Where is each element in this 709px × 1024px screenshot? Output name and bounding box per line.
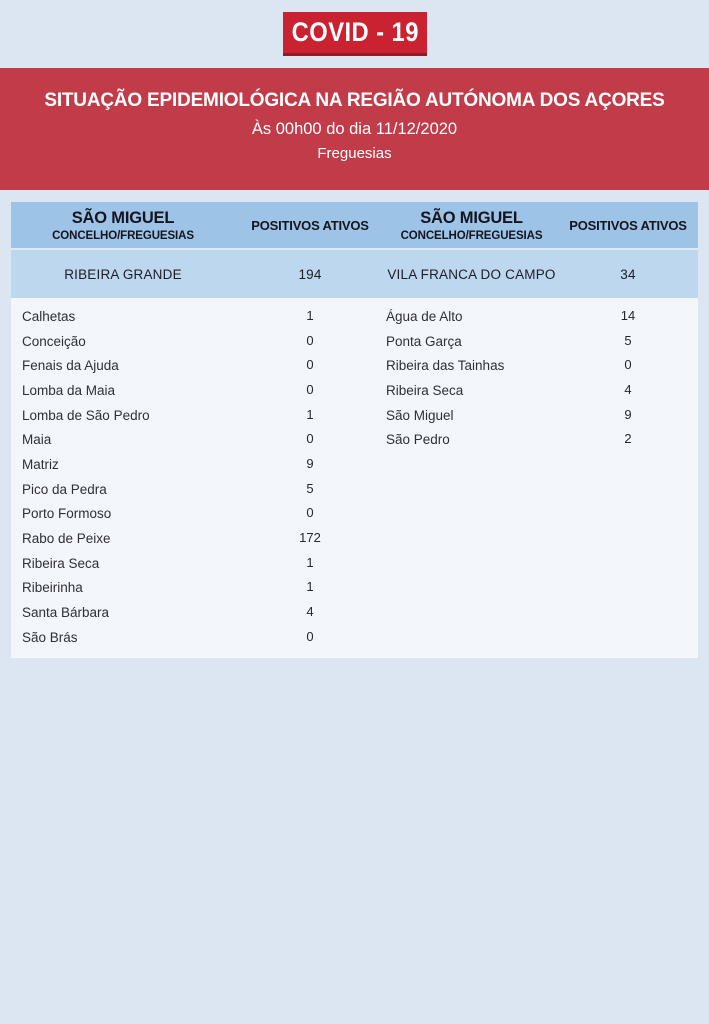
freguesia-name: Lomba de São Pedro: [22, 407, 150, 423]
table-body: Calhetas 1 Conceição 0 Fenais da Ajuda 0…: [11, 298, 698, 658]
freguesia-name: São Brás: [22, 629, 78, 645]
freguesia-value: 172: [299, 530, 321, 546]
table-row: Ribeira Seca 4: [385, 378, 698, 403]
freguesia-name: Ribeirinha: [22, 580, 83, 596]
freguesia-name: Santa Bárbara: [22, 605, 110, 621]
right-freguesias-list: Água de Alto 14 Ponta Garça 5 Ribeira da…: [385, 304, 698, 452]
freguesia-name: Ribeira das Tainhas: [386, 358, 505, 374]
freguesia-name: São Miguel: [386, 407, 454, 423]
table-row: Pico da Pedra 5: [11, 477, 385, 502]
table-row: Ribeirinha 1: [11, 576, 385, 601]
covid19-logo-text: COVID - 19: [291, 17, 419, 47]
freguesia-name: Ponta Garça: [386, 333, 462, 349]
freguesia-value: 2: [624, 431, 632, 447]
column-label: CONCELHO/FREGUESIAS: [400, 229, 543, 242]
left-freguesias-list: Calhetas 1 Conceição 0 Fenais da Ajuda 0…: [11, 304, 385, 650]
table-row: Matriz 9: [11, 452, 385, 477]
freguesia-name: Ribeira Seca: [386, 382, 464, 398]
header-right-island: SÃO MIGUEL CONCELHO/FREGUESIAS: [385, 209, 558, 242]
table-row: Conceição 0: [11, 329, 385, 354]
table-row: Calhetas 1: [11, 304, 385, 329]
table-row: Porto Formoso 0: [11, 502, 385, 527]
header-left-island: SÃO MIGUEL CONCELHO/FREGUESIAS: [11, 209, 235, 242]
table-row: Lomba de São Pedro 1: [11, 403, 385, 428]
header-right-positives: POSITIVOS ATIVOS: [569, 217, 687, 233]
freguesia-name: Fenais da Ajuda: [22, 358, 119, 374]
freguesia-value: 4: [306, 604, 314, 620]
table-row: São Pedro 2: [385, 427, 698, 452]
concelho-value: 34: [620, 266, 636, 282]
freguesia-value: 5: [306, 480, 314, 496]
freguesia-value: 1: [306, 579, 314, 595]
freguesia-name: São Pedro: [386, 432, 450, 448]
freguesia-name: Conceição: [22, 333, 86, 349]
table-row: Ponta Garça 5: [385, 329, 698, 354]
report-datetime: Às 00h00 do dia 11/12/2020: [251, 120, 458, 138]
table-row: São Brás 0: [11, 625, 385, 650]
freguesia-name: Rabo de Peixe: [22, 531, 111, 547]
freguesia-value: 0: [306, 505, 314, 521]
freguesia-value: 0: [624, 357, 632, 373]
concelho-name: VILA FRANCA DO CAMPO: [387, 266, 556, 282]
freguesia-value: 0: [306, 431, 314, 447]
table-row: Lomba da Maia 0: [11, 378, 385, 403]
freguesia-value: 1: [306, 554, 314, 570]
report-level: Freguesias: [317, 145, 392, 162]
table-header: SÃO MIGUEL CONCELHO/FREGUESIAS POSITIVOS…: [11, 202, 698, 250]
table-row: Rabo de Peixe 172: [11, 526, 385, 551]
freguesia-value: 5: [624, 332, 632, 348]
concelho-name: RIBEIRA GRANDE: [64, 266, 182, 282]
freguesia-name: Ribeira Seca: [22, 555, 100, 571]
freguesia-name: Porto Formoso: [22, 506, 112, 522]
freguesia-name: Matriz: [22, 456, 59, 472]
freguesia-value: 14: [620, 307, 636, 323]
freguesia-value: 0: [306, 332, 314, 348]
freguesia-value: 1: [306, 406, 314, 422]
table-row: Ribeira Seca 1: [11, 551, 385, 576]
header-left-positives: POSITIVOS ATIVOS: [251, 217, 369, 233]
freguesia-name: Maia: [22, 432, 52, 448]
freguesia-value: 9: [624, 406, 632, 422]
freguesia-value: 0: [306, 357, 314, 373]
freguesia-value: 0: [306, 381, 314, 397]
freguesia-value: 1: [306, 307, 314, 323]
table-row: Água de Alto 14: [385, 304, 698, 329]
freguesia-name: Lomba da Maia: [22, 382, 116, 398]
table-row: Fenais da Ajuda 0: [11, 353, 385, 378]
covid19-logo: COVID - 19: [283, 12, 427, 56]
column-label: CONCELHO/FREGUESIAS: [52, 229, 194, 242]
freguesias-table: SÃO MIGUEL CONCELHO/FREGUESIAS POSITIVOS…: [11, 202, 698, 658]
freguesia-value: 9: [306, 455, 314, 471]
island-name: SÃO MIGUEL: [420, 208, 523, 227]
title-banner: SITUAÇÃO EPIDEMIOLÓGICA NA REGIÃO AUTÓNO…: [0, 68, 709, 190]
concelho-value: 194: [298, 266, 322, 282]
table-row: Santa Bárbara 4: [11, 600, 385, 625]
freguesia-name: Pico da Pedra: [22, 481, 107, 497]
freguesia-name: Calhetas: [22, 308, 76, 324]
concelho-row: RIBEIRA GRANDE 194 VILA FRANCA DO CAMPO …: [11, 250, 698, 298]
island-name: SÃO MIGUEL: [71, 208, 175, 227]
freguesia-value: 0: [306, 628, 314, 644]
table-row: São Miguel 9: [385, 403, 698, 428]
table-row: Ribeira das Tainhas 0: [385, 353, 698, 378]
freguesia-name: Água de Alto: [386, 308, 463, 324]
freguesia-value: 4: [624, 381, 632, 397]
top-strip: COVID - 19: [0, 0, 709, 68]
page-title: SITUAÇÃO EPIDEMIOLÓGICA NA REGIÃO AUTÓNO…: [44, 90, 665, 111]
table-row: Maia 0: [11, 427, 385, 452]
